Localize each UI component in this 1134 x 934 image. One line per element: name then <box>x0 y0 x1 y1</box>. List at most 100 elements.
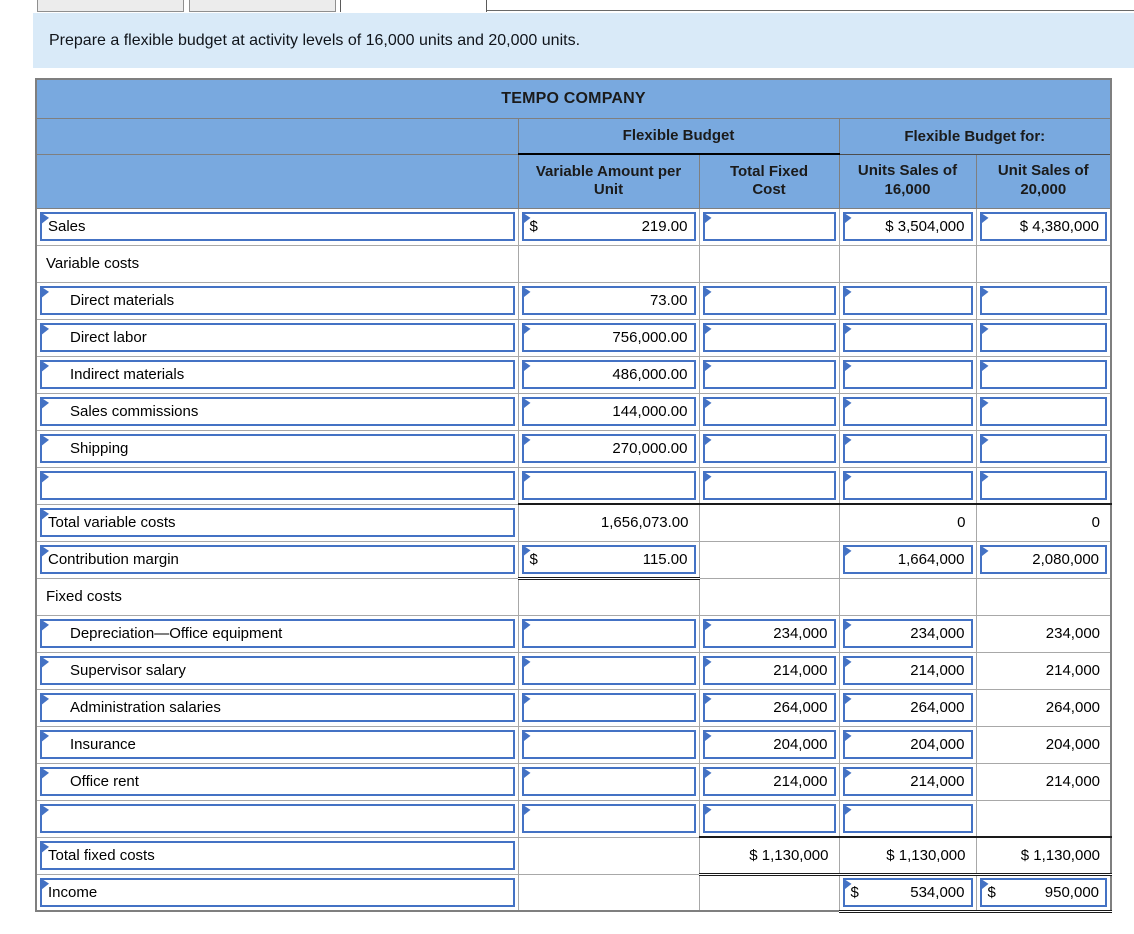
cell-value: 204,000 <box>910 736 965 753</box>
answer-marker-icon <box>702 323 712 336</box>
value-input-cell[interactable] <box>842 803 973 833</box>
value-input-cell[interactable]: 73.00 <box>521 286 696 315</box>
value-input-cell[interactable] <box>979 397 1108 426</box>
value-input-cell[interactable] <box>521 619 696 648</box>
budget-cell <box>975 355 1112 394</box>
budget-cell <box>517 762 700 801</box>
cell-value: 264,000 <box>773 699 828 716</box>
budget-cell <box>35 466 519 505</box>
row-shipping: Shipping 270,000.00 <box>35 429 1112 468</box>
budget-cell <box>517 244 700 283</box>
value-input-cell[interactable] <box>979 434 1108 463</box>
budget-cell <box>975 281 1112 320</box>
row-label-input[interactable]: Office rent <box>40 767 515 796</box>
value-input-cell[interactable] <box>521 656 696 685</box>
tab-active[interactable] <box>340 0 487 12</box>
value-input-cell[interactable] <box>702 803 836 833</box>
value-input-cell[interactable] <box>521 767 696 796</box>
value-input-cell[interactable] <box>702 470 836 500</box>
value-input-cell[interactable]: 234,000 <box>702 619 836 648</box>
value-input-cell[interactable]: 264,000 <box>842 693 973 722</box>
value-input-cell[interactable] <box>842 397 973 426</box>
row-label-input[interactable]: Direct labor <box>40 323 515 352</box>
value-input-cell[interactable] <box>979 470 1108 500</box>
row-label-input[interactable]: Direct materials <box>40 286 515 315</box>
value-input-cell[interactable]: 234,000 <box>842 619 973 648</box>
corner-cell <box>35 153 519 209</box>
row-label-input[interactable]: Supervisor salary <box>40 656 515 685</box>
value-input-cell[interactable]: $115.00 <box>521 544 696 574</box>
answer-marker-icon <box>842 656 852 669</box>
value-input-cell[interactable]: 214,000 <box>702 767 836 796</box>
value-input-cell[interactable] <box>842 360 973 389</box>
tab-1[interactable] <box>37 0 184 12</box>
value-input-cell[interactable] <box>702 434 836 463</box>
value-input-cell[interactable]: 214,000 <box>702 656 836 685</box>
row-label-input[interactable]: Total variable costs <box>40 508 515 537</box>
value-input-cell[interactable] <box>979 360 1108 389</box>
value-input-cell[interactable]: 264,000 <box>702 693 836 722</box>
budget-cell <box>975 318 1112 357</box>
value-input-cell[interactable] <box>842 434 973 463</box>
row-label-input[interactable]: Administration salaries <box>40 693 515 722</box>
row-label-input[interactable]: Shipping <box>40 434 515 463</box>
value-input-cell[interactable]: 204,000 <box>702 730 836 759</box>
value-input-cell[interactable]: $534,000 <box>842 878 973 907</box>
row-label-input[interactable] <box>40 804 515 833</box>
answer-marker-icon <box>842 212 852 225</box>
value-input-cell[interactable] <box>702 323 836 352</box>
value-input-cell[interactable] <box>702 397 836 426</box>
value-input-cell[interactable]: $950,000 <box>979 878 1108 907</box>
row-label-input[interactable]: Income <box>40 877 515 907</box>
budget-cell: 0 <box>975 503 1112 542</box>
value-input-cell[interactable]: 486,000.00 <box>521 360 696 389</box>
row-label-input[interactable]: Depreciation—Office equipment <box>40 619 515 648</box>
value-input-cell[interactable]: 756,000.00 <box>521 323 696 352</box>
value-input-cell[interactable]: $219.00 <box>521 212 696 241</box>
value-input-cell[interactable]: 1,664,000 <box>842 545 973 574</box>
value-input-cell[interactable] <box>702 212 836 241</box>
value-input-cell[interactable]: $ 4,380,000 <box>979 212 1108 241</box>
answer-marker-icon <box>40 693 49 706</box>
budget-cell <box>517 725 700 764</box>
value-input-cell[interactable] <box>702 360 836 389</box>
value-input-cell[interactable]: 270,000.00 <box>521 434 696 463</box>
value-input-cell[interactable] <box>842 323 973 352</box>
value-input-cell[interactable]: 2,080,000 <box>979 545 1108 574</box>
answer-marker-icon <box>702 803 712 817</box>
row-label-input[interactable]: Sales commissions <box>40 397 515 426</box>
value-input-cell[interactable]: 204,000 <box>842 730 973 759</box>
value-input-cell[interactable] <box>521 730 696 759</box>
cell-value: 144,000.00 <box>612 403 688 420</box>
budget-cell <box>698 873 840 912</box>
row-variable-costs: Variable costs <box>35 244 1112 283</box>
answer-marker-icon <box>979 470 989 484</box>
budget-cell: Total fixed costs <box>35 836 519 875</box>
row-label-input[interactable]: Insurance <box>40 730 515 759</box>
value-input-cell[interactable] <box>521 693 696 722</box>
value-input-cell[interactable] <box>521 470 696 500</box>
value-input-cell[interactable]: $ 3,504,000 <box>842 212 973 241</box>
budget-cell <box>698 281 840 320</box>
row-label-input[interactable]: Sales <box>40 212 515 241</box>
row-label-input[interactable] <box>40 471 515 500</box>
value-input-cell[interactable] <box>842 286 973 315</box>
value-input-cell[interactable] <box>842 470 973 500</box>
budget-cell <box>698 355 840 394</box>
cell-value: 234,000 <box>910 625 965 642</box>
value-input-cell[interactable] <box>979 286 1108 315</box>
value-input-cell[interactable]: 144,000.00 <box>521 397 696 426</box>
row-label-input[interactable]: Total fixed costs <box>40 841 515 870</box>
value-input-cell[interactable] <box>702 286 836 315</box>
budget-cell: 234,000 <box>975 614 1112 653</box>
row-label-input[interactable]: Contribution margin <box>40 545 515 574</box>
row-label-input[interactable]: Indirect materials <box>40 360 515 389</box>
value-input-cell[interactable]: 214,000 <box>842 656 973 685</box>
value-input-cell[interactable]: 214,000 <box>842 767 973 796</box>
answer-marker-icon <box>842 878 852 891</box>
row-direct-labor: Direct labor 756,000.00 <box>35 318 1112 357</box>
answer-marker-icon <box>521 656 531 669</box>
value-input-cell[interactable] <box>521 804 696 833</box>
value-input-cell[interactable] <box>979 323 1108 352</box>
tab-2[interactable] <box>189 0 336 12</box>
